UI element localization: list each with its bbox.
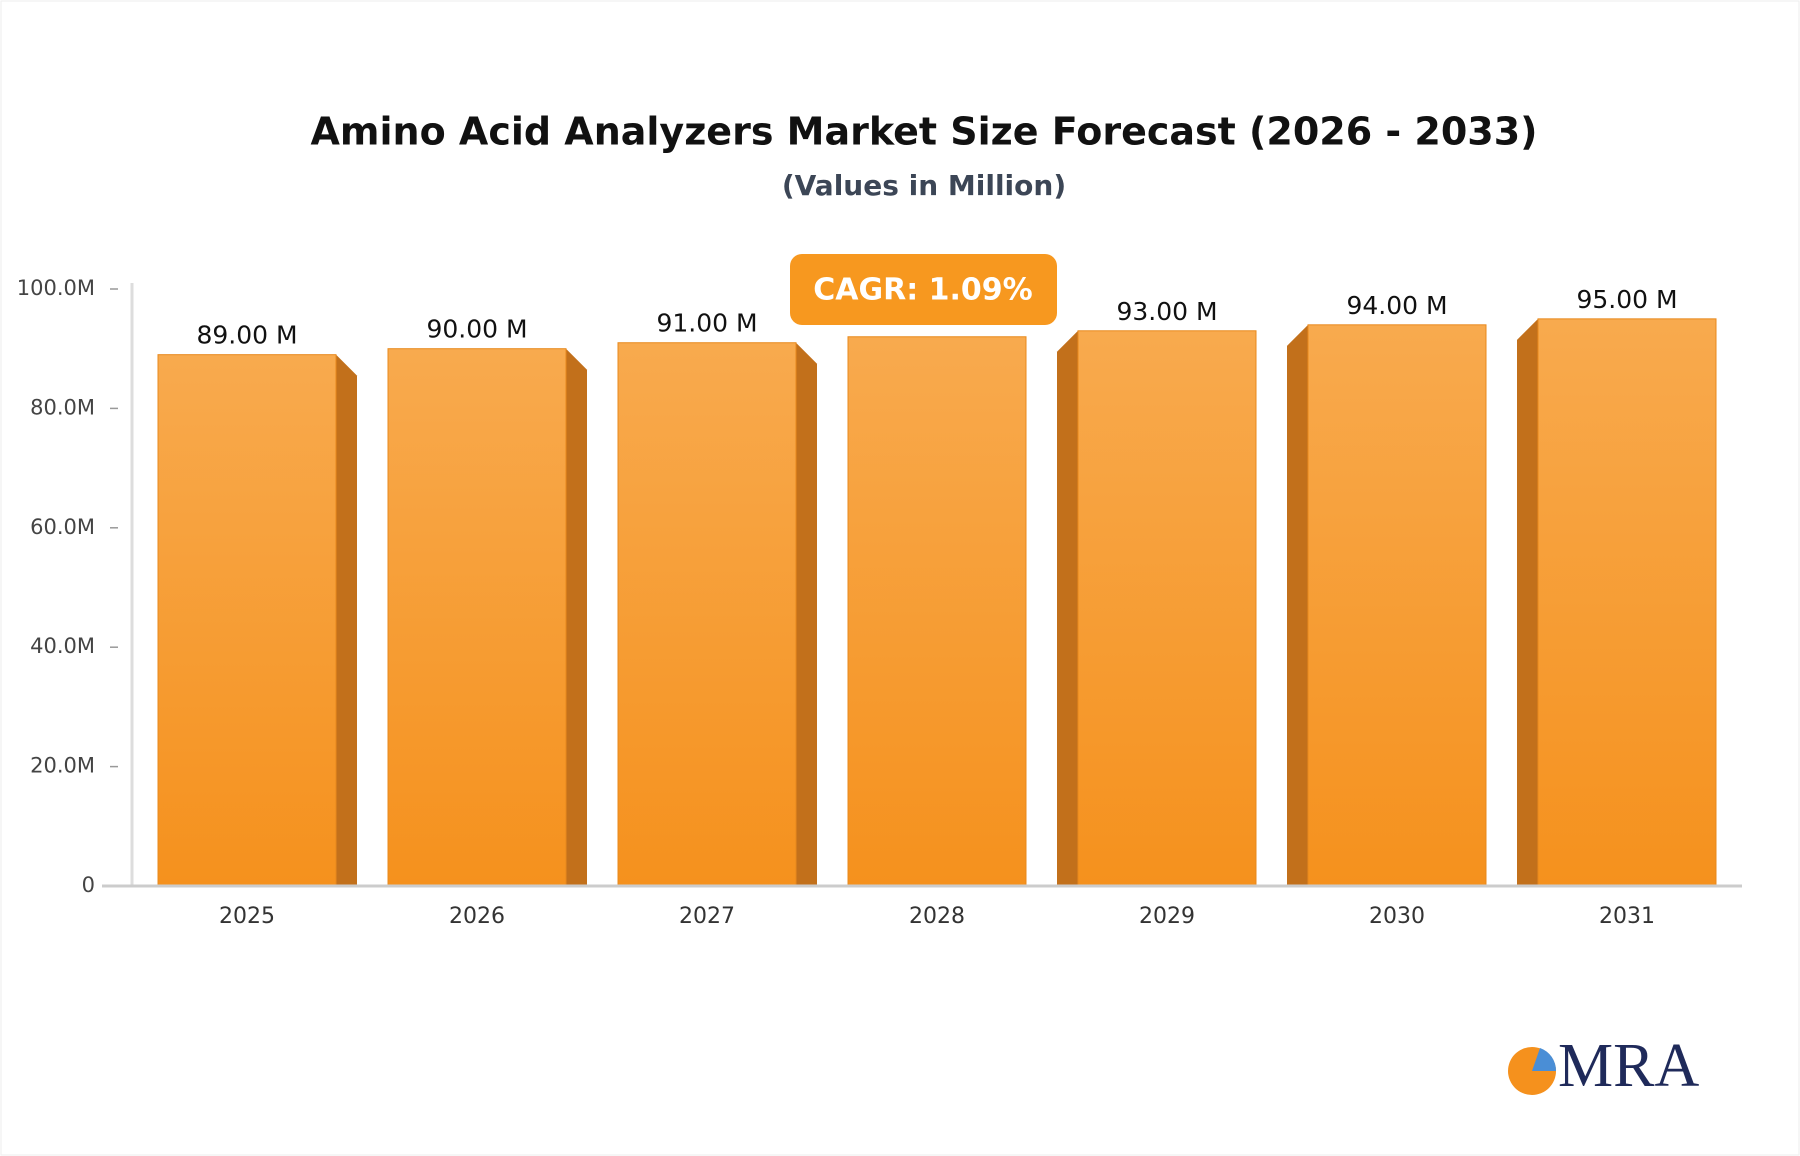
bar	[847, 336, 1027, 887]
x-tick-label: 2028	[909, 904, 965, 929]
bar	[1307, 324, 1487, 887]
logo-icon-slice	[1532, 1048, 1557, 1071]
bar-side	[1057, 330, 1078, 886]
value-label: 94.00 M	[1346, 291, 1447, 320]
bar	[617, 342, 797, 887]
value-label: 90.00 M	[426, 315, 527, 344]
bar	[1077, 330, 1257, 887]
value-label: 95.00 M	[1576, 285, 1677, 314]
y-tick-label: 60.0M	[30, 515, 95, 539]
y-tick-label: 40.0M	[30, 634, 95, 658]
value-label: 93.00 M	[1116, 297, 1217, 326]
chart-subtitle: (Values in Million)	[782, 169, 1066, 202]
x-tick-label: 2025	[219, 904, 275, 929]
y-tick-label: 20.0M	[30, 754, 95, 778]
value-label: 91.00 M	[656, 309, 757, 338]
bar-side	[1517, 318, 1538, 887]
bar	[157, 354, 337, 887]
y-tick-label: 80.0M	[30, 395, 95, 419]
x-tick-label: 2026	[449, 904, 505, 929]
value-label: 89.00 M	[196, 321, 297, 350]
bar-side	[336, 354, 357, 886]
bar	[387, 348, 567, 887]
bar-side	[566, 348, 587, 886]
logo-text: MRA	[1558, 1032, 1699, 1100]
logo: MRA	[1508, 1032, 1699, 1100]
x-tick-label: 2029	[1139, 904, 1195, 929]
y-tick-label: 100.0M	[17, 276, 95, 300]
bar-side	[1287, 324, 1308, 886]
y-tick-label: 0	[82, 873, 95, 897]
x-tick-label: 2030	[1369, 904, 1425, 929]
cagr-badge-box	[790, 254, 1057, 325]
cagr-label: CAGR: 1.09%	[813, 273, 1032, 308]
x-tick-label: 2031	[1599, 904, 1655, 929]
x-tick-label: 2027	[679, 904, 735, 929]
bar-side	[796, 342, 817, 887]
bar	[1537, 318, 1717, 887]
chart-title: Amino Acid Analyzers Market Size Forecas…	[310, 110, 1537, 154]
cagr-badge: CAGR: 1.09%	[790, 254, 1057, 325]
